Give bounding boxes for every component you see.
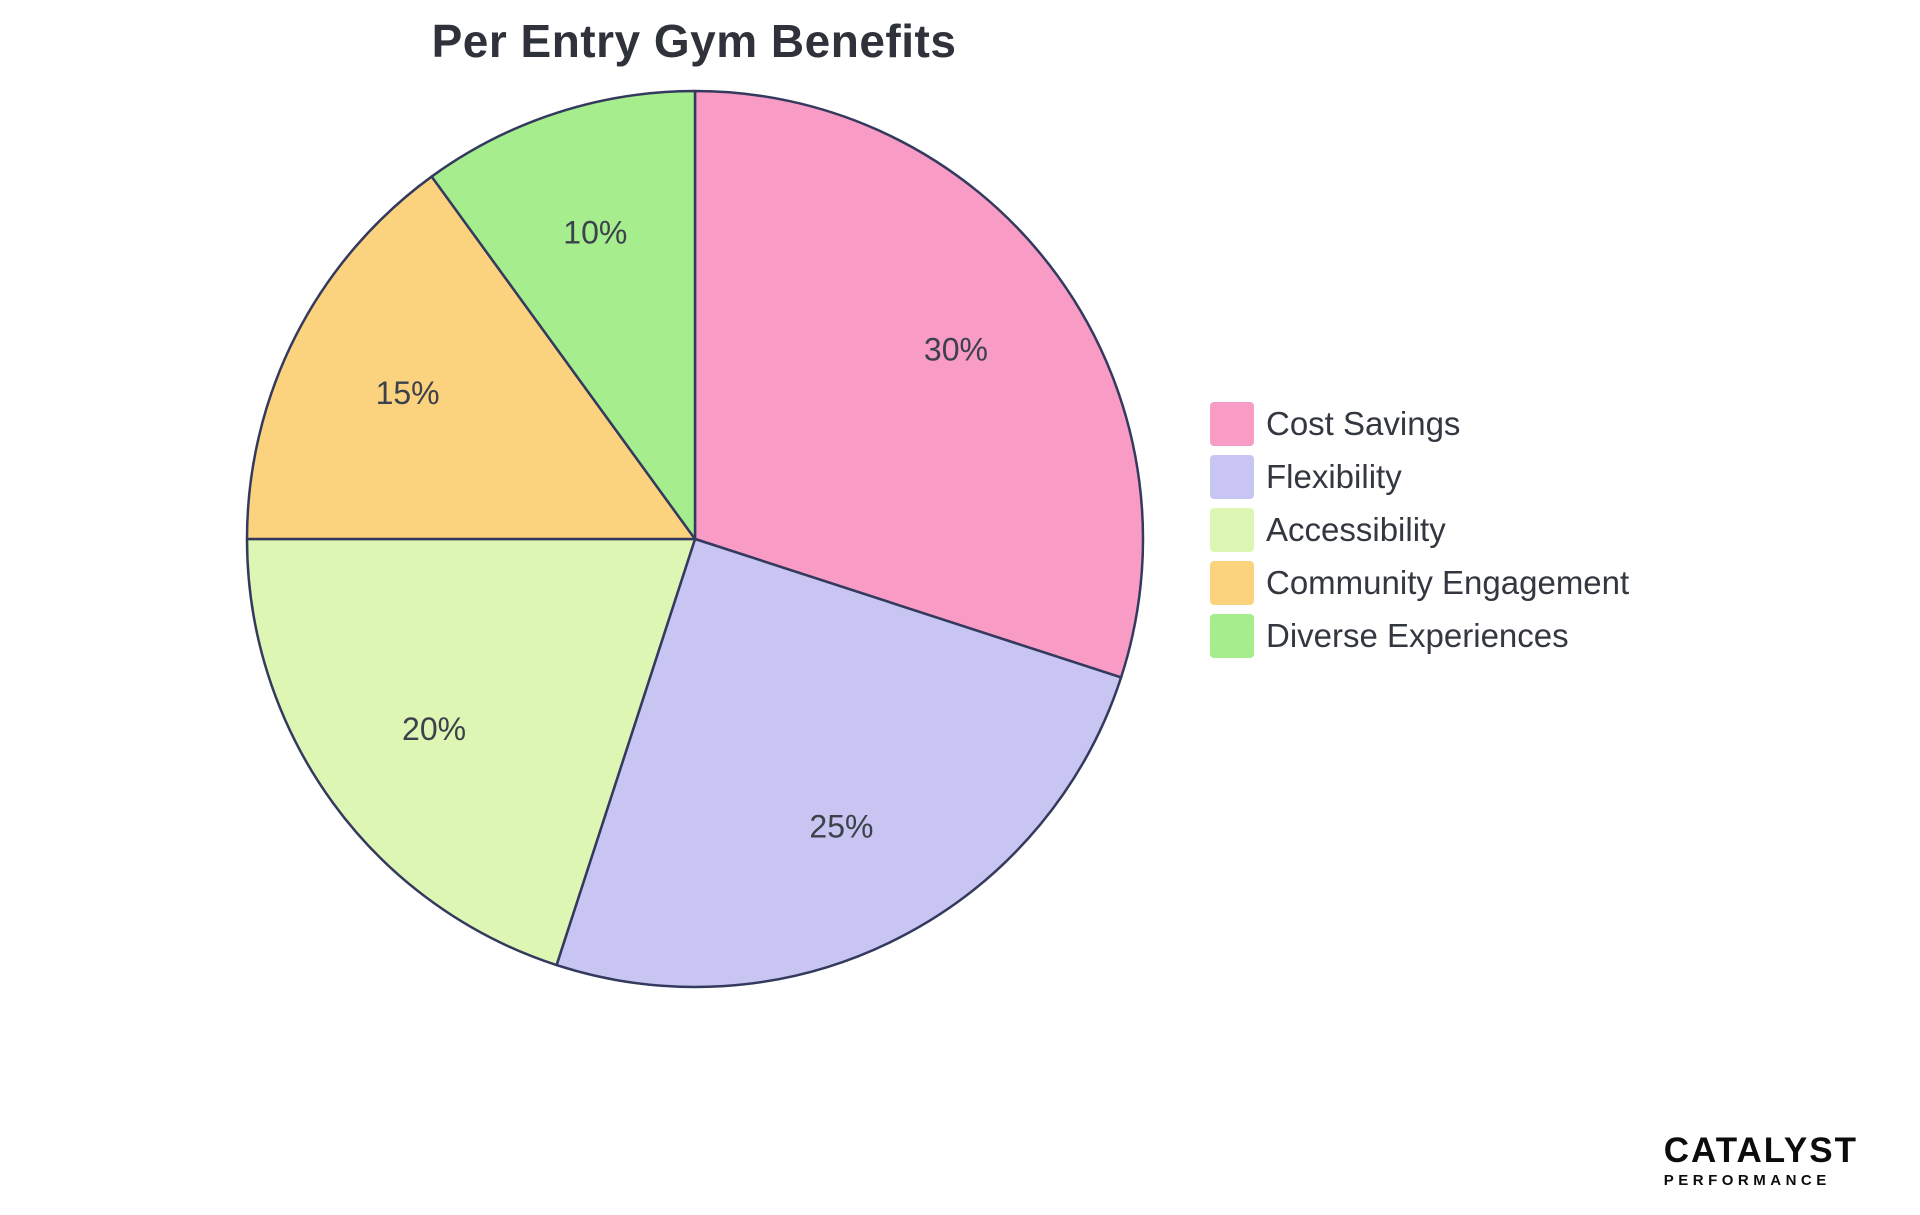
slice-percent-label: 10% xyxy=(563,214,627,250)
pie-slice-1 xyxy=(555,537,1123,989)
legend-label: Cost Savings xyxy=(1266,405,1461,442)
legend-item: Diverse Experiences xyxy=(1210,614,1629,658)
legend-item: Flexibility xyxy=(1210,455,1629,499)
slice-percent-label: 20% xyxy=(402,711,466,747)
chart-title: Per Entry Gym Benefits xyxy=(431,15,957,67)
brand-logo: CATALYST PERFORMANCE xyxy=(1664,1133,1858,1189)
legend-item: Accessibility xyxy=(1210,508,1629,552)
legend-swatch xyxy=(1210,508,1254,552)
legend-swatch xyxy=(1210,455,1254,499)
brand-tagline: PERFORMANCE xyxy=(1663,1172,1831,1189)
legend-label: Accessibility xyxy=(1266,511,1446,548)
legend-swatch xyxy=(1210,561,1254,605)
pie-slice-3 xyxy=(245,175,697,541)
legend-label: Flexibility xyxy=(1266,458,1402,495)
pie-slice-4 xyxy=(430,89,697,541)
legend-label: Diverse Experiences xyxy=(1266,617,1569,654)
legend-item: Community Engagement xyxy=(1210,561,1629,605)
slice-percent-label: 15% xyxy=(376,375,440,411)
legend-swatch xyxy=(1210,614,1254,658)
legend-swatch xyxy=(1210,402,1254,446)
pie-slice-2 xyxy=(245,537,697,967)
legend: Cost Savings Flexibility Accessibility Comm… xyxy=(1210,402,1629,658)
slice-percent-label: 25% xyxy=(809,809,873,845)
pie-slice-0 xyxy=(693,89,1145,679)
brand-name: CATALYST xyxy=(1663,1131,1858,1170)
slice-percent-label: 30% xyxy=(924,332,988,368)
legend-item: Cost Savings xyxy=(1210,402,1629,446)
legend-label: Community Engagement xyxy=(1266,564,1630,601)
